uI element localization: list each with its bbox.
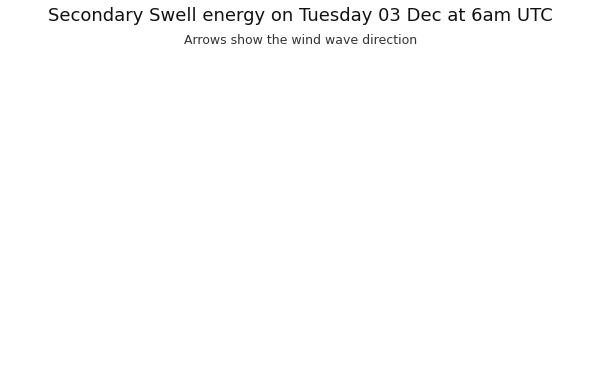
Text: Arrows show the wind wave direction: Arrows show the wind wave direction [184, 34, 417, 47]
Text: cartopy required: cartopy required [231, 209, 370, 228]
Text: Secondary Swell energy on Tuesday 03 Dec at 6am UTC: Secondary Swell energy on Tuesday 03 Dec… [48, 7, 553, 25]
